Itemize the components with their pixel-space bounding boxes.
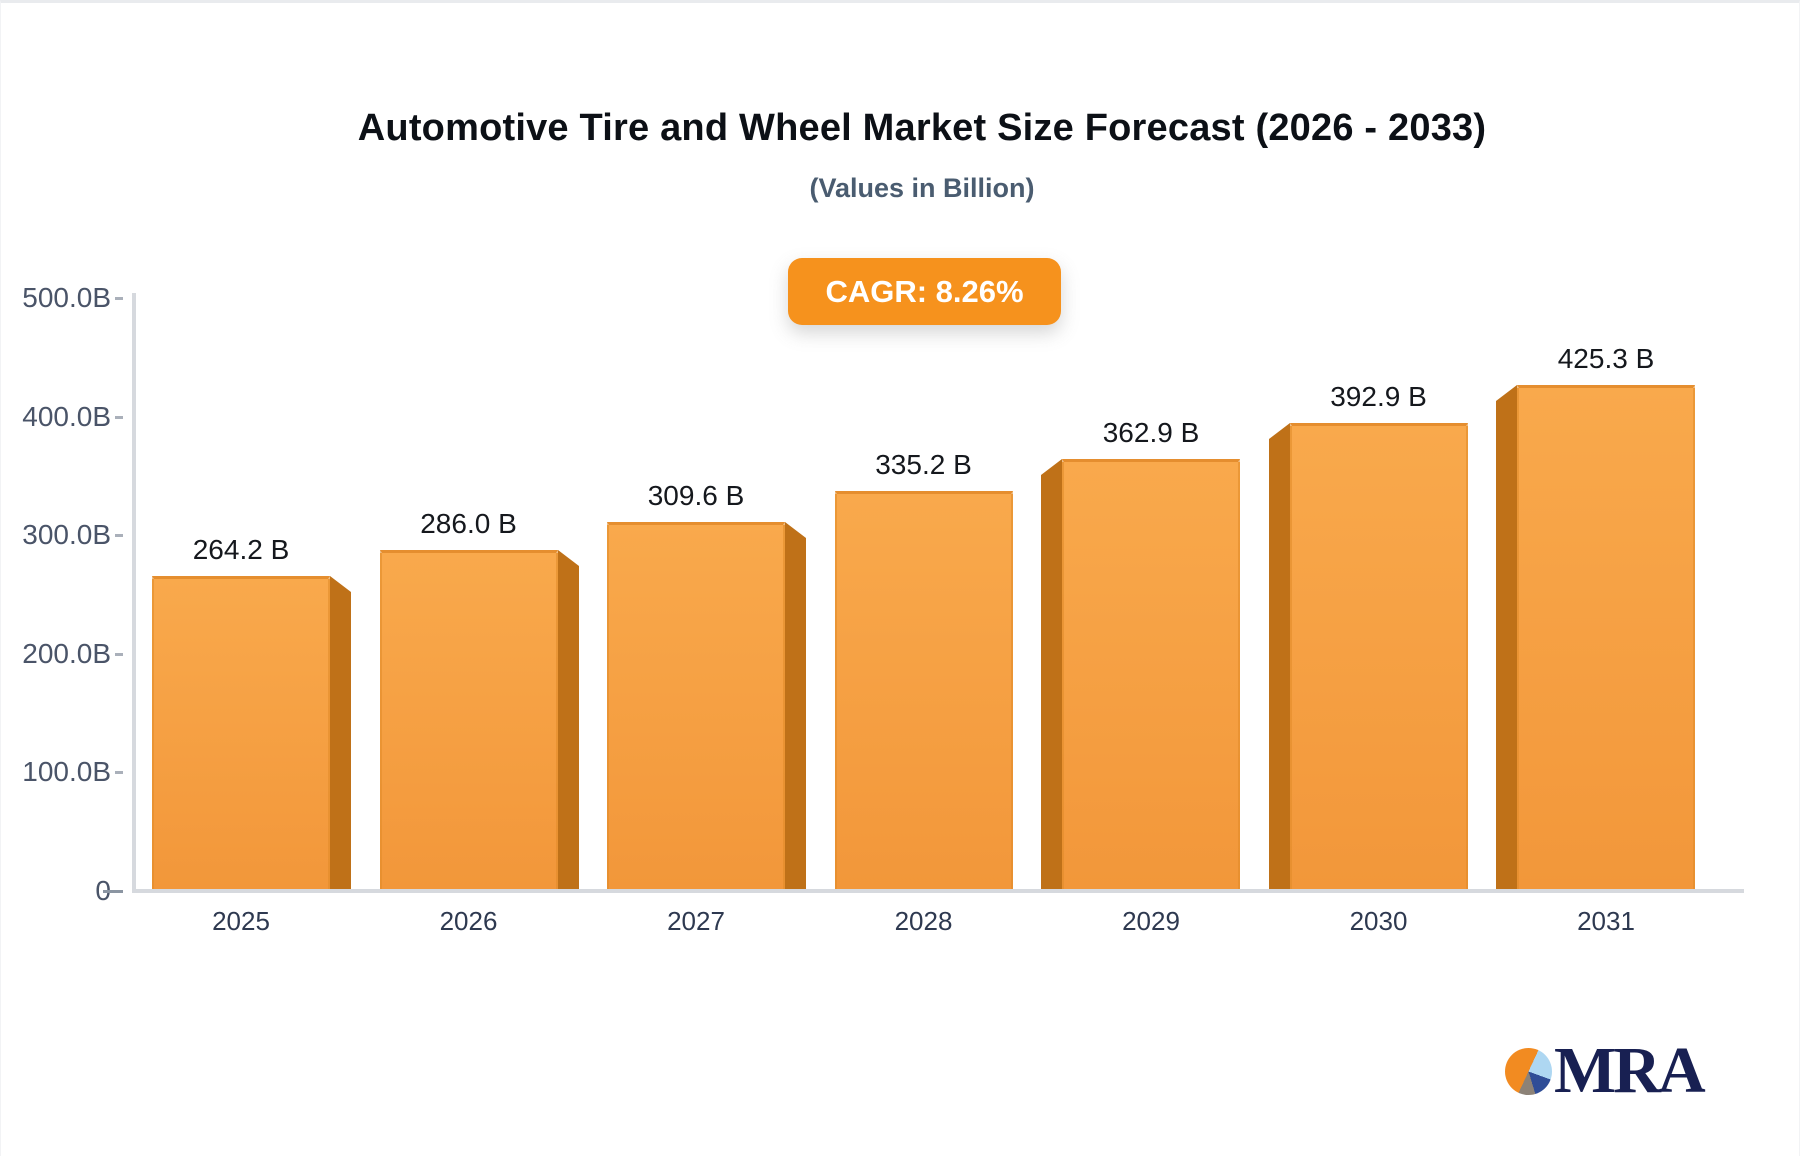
cagr-badge: CAGR: 8.26% <box>788 258 1061 325</box>
y-axis-tick-label: 200.0B <box>22 637 111 669</box>
x-axis-line <box>132 889 1744 893</box>
bar-2026 <box>380 550 558 889</box>
x-axis-label: 2028 <box>894 906 953 936</box>
pie-logo-icon <box>1505 1047 1552 1095</box>
x-axis-label: 2029 <box>1122 906 1180 936</box>
chart-subtitle: (Values in Billion) <box>809 173 1035 203</box>
x-axis-label: 2027 <box>667 906 725 936</box>
y-axis-line <box>132 293 136 893</box>
bar-2028 <box>835 491 1013 889</box>
bar-2030 <box>1290 423 1468 889</box>
bar-value-label: 286.0 B <box>420 508 517 539</box>
bar-2029 <box>1062 459 1240 889</box>
x-axis-label: 2026 <box>439 906 498 936</box>
bar-2029-3d-side <box>1041 459 1062 889</box>
y-axis-tick-label: 100.0B <box>22 756 111 788</box>
x-axis-label: 2030 <box>1349 906 1408 936</box>
y-axis-tick-mark <box>115 652 123 656</box>
y-axis-tick-label: 400.0B <box>22 400 111 432</box>
bar-2031-3d-side <box>1496 385 1517 889</box>
y-axis-tick-mark <box>115 297 123 300</box>
bar-value-label: 335.2 B <box>875 449 972 480</box>
y-axis-tick-label: 500.0B <box>22 282 111 313</box>
bar-2031 <box>1517 385 1695 889</box>
y-axis-tick-mark <box>103 890 123 893</box>
bar-value-label: 392.9 B <box>1330 381 1427 412</box>
bar-2025-3d-side <box>330 576 351 889</box>
bar-2030-3d-side <box>1269 423 1290 889</box>
y-axis-tick-mark <box>115 771 123 775</box>
bar-chart-plot-area: 0 100.0B 200.0B 300.0B 400.0B 500.0B 264.2 B 20… <box>1 3 1799 1156</box>
y-axis-tick-mark <box>115 415 123 419</box>
mra-logo: MRA <box>1505 1034 1706 1107</box>
chart-title: Automotive Tire and Wheel Market Size Fo… <box>357 107 1487 149</box>
y-axis-tick-label: 300.0B <box>22 519 111 551</box>
bar-value-label: 362.9 B <box>1102 417 1200 448</box>
x-axis-label: 2025 <box>212 906 270 936</box>
bar-value-label: 425.3 B <box>1557 343 1655 374</box>
y-axis-tick-mark <box>115 534 123 538</box>
bar-value-label: 309.6 B <box>647 480 745 511</box>
bar-value-label: 264.2 B <box>192 534 290 565</box>
bar-2026-3d-side <box>558 550 579 889</box>
y-axis-tick-label: 0 <box>1 875 111 907</box>
bar-2025 <box>152 576 330 889</box>
logo-text: MRA <box>1554 1034 1706 1107</box>
bar-2027-3d-side <box>785 522 806 889</box>
x-axis-label: 2031 <box>1577 906 1635 936</box>
bar-2027 <box>607 522 785 889</box>
